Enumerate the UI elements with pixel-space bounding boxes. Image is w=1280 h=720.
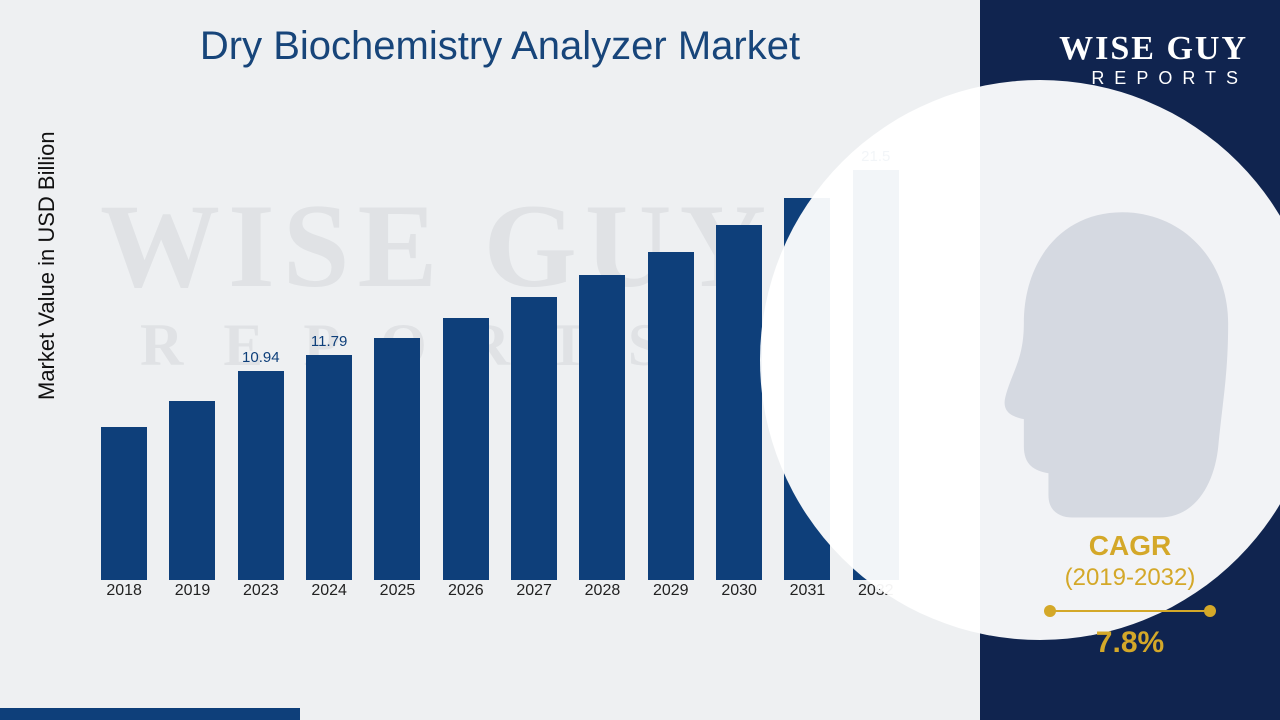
x-tick-label: 2031 [777,582,837,600]
x-tick-label: 2030 [709,582,769,600]
brand-logo-sub: REPORTS [1059,68,1248,89]
bar [443,318,489,580]
x-tick-label: 2028 [572,582,632,600]
brand-logo-main: WISE GUY [1059,30,1248,68]
bar-column [572,253,632,580]
x-tick-label: 2029 [641,582,701,600]
bar-column [709,203,769,580]
brand-logo: WISE GUY REPORTS [1059,30,1248,89]
chart-title: Dry Biochemistry Analyzer Market [60,24,940,69]
y-axis-label: Market Value in USD Billion [34,131,60,400]
x-tick-label: 2018 [94,582,154,600]
bar-column [504,275,564,580]
bar [306,355,352,580]
bar-column [641,230,701,580]
x-tick-label: 2027 [504,582,564,600]
bar [579,275,625,580]
x-tick-label: 2024 [299,582,359,600]
bar-column [94,405,154,580]
bar [511,297,557,580]
cagr-value: 7.8% [1020,626,1240,660]
bar-column: 10.94 [231,349,291,580]
page: WISE GUY REPORTS Dry Biochemistry Analyz… [0,0,1280,720]
bar [648,252,694,580]
bar-column [162,379,222,580]
x-tick-label: 2023 [231,582,291,600]
x-axis: 2018 2019 2023 2024 2025 2026 2027 2028 2029 2030… [90,582,910,600]
bar-value-label: 11.79 [311,333,347,351]
x-tick-label: 2025 [367,582,427,600]
cagr-range: (2019-2032) [1020,564,1240,592]
bar [238,371,284,580]
bar-column [436,296,496,580]
bar [169,401,215,580]
bar [716,225,762,580]
cagr-title: CAGR [1020,530,1240,562]
bar-column [367,316,427,580]
bottom-accent-bar [0,708,300,720]
head-profile-icon [980,200,1240,520]
cagr-divider [1050,610,1210,612]
x-tick-label: 2019 [162,582,222,600]
bar-column: 11.79 [299,333,359,580]
cagr-block: CAGR (2019-2032) 7.8% [1020,530,1240,660]
bar [374,338,420,580]
right-panel: WISE GUY REPORTS CAGR (2019-2032) 7.8% [980,0,1280,720]
bar-value-label: 10.94 [242,349,280,367]
bar [101,427,147,580]
x-tick-label: 2026 [436,582,496,600]
